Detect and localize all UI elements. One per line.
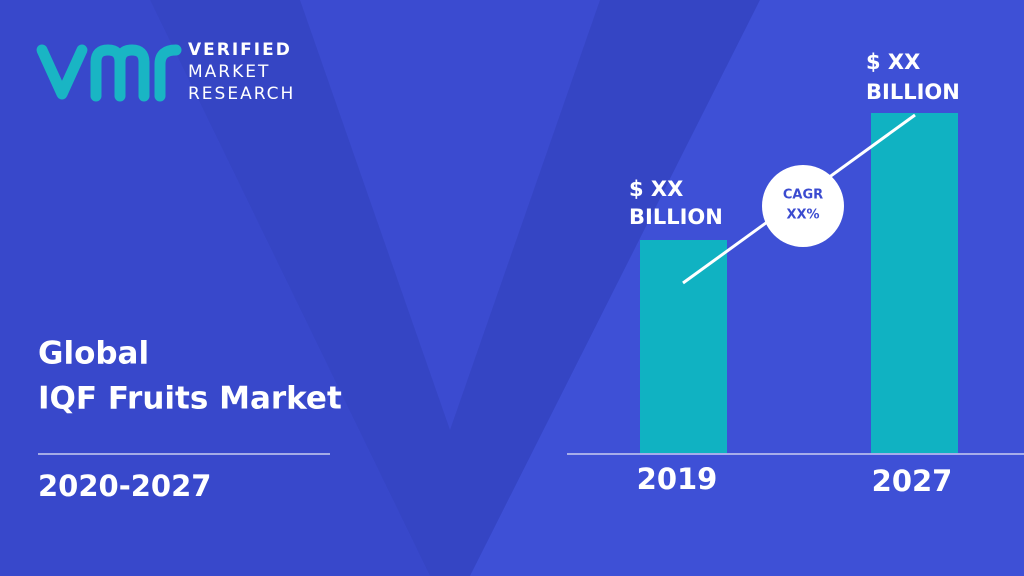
title-line: IQF Fruits Market — [38, 381, 342, 417]
logo-text: MARKET — [188, 62, 270, 82]
bar-label: BILLION — [866, 80, 960, 104]
bar-label: $ XX — [866, 50, 920, 74]
year: 2019 — [637, 462, 718, 496]
bar — [871, 113, 958, 453]
logo-mark — [36, 44, 182, 102]
cagr-text: XX% — [786, 208, 819, 223]
bar-label: BILLION — [629, 205, 723, 229]
cagr-text: CAGR — [783, 188, 823, 203]
period: 2020-2027 — [38, 469, 211, 503]
title-line: Global — [38, 336, 149, 372]
logo-text: RESEARCH — [188, 84, 295, 104]
bar-label: $ XX — [629, 177, 683, 201]
cagr-badge — [762, 165, 844, 247]
background-left — [0, 0, 430, 576]
logo-text: VERIFIED — [188, 40, 292, 60]
year: 2027 — [872, 464, 953, 498]
bar — [640, 240, 727, 453]
background-v — [150, 0, 760, 576]
